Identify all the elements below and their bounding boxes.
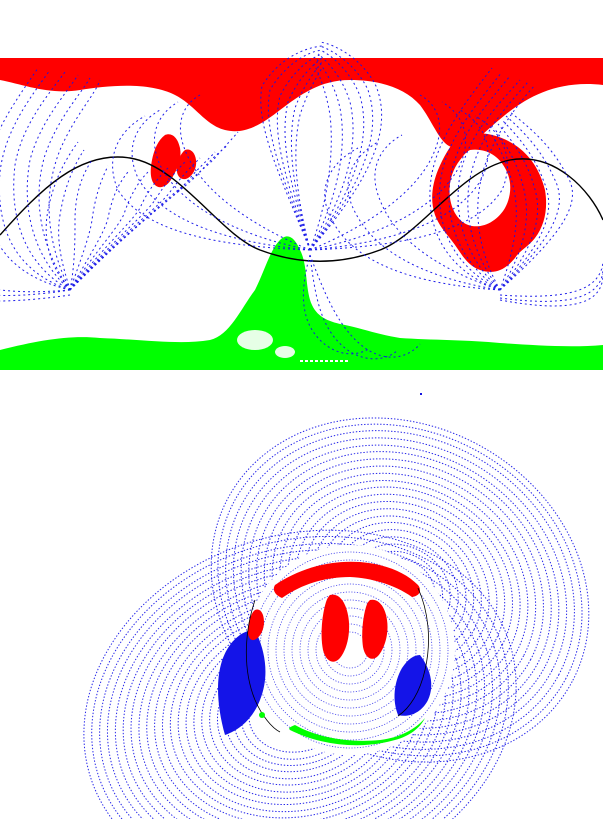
root-page	[0, 0, 603, 819]
red-inner-speck-dot	[297, 580, 303, 586]
top-field-line-panel	[0, 40, 603, 370]
bottom-3d-flux-surface-panel	[0, 400, 603, 819]
green-inner-speck	[259, 712, 265, 718]
bottom-panel-svg	[0, 400, 603, 819]
green-region-notch2	[275, 346, 295, 358]
green-region-notch	[237, 330, 273, 350]
stray-field-line-speck	[420, 393, 422, 395]
top-panel-svg	[0, 40, 603, 370]
